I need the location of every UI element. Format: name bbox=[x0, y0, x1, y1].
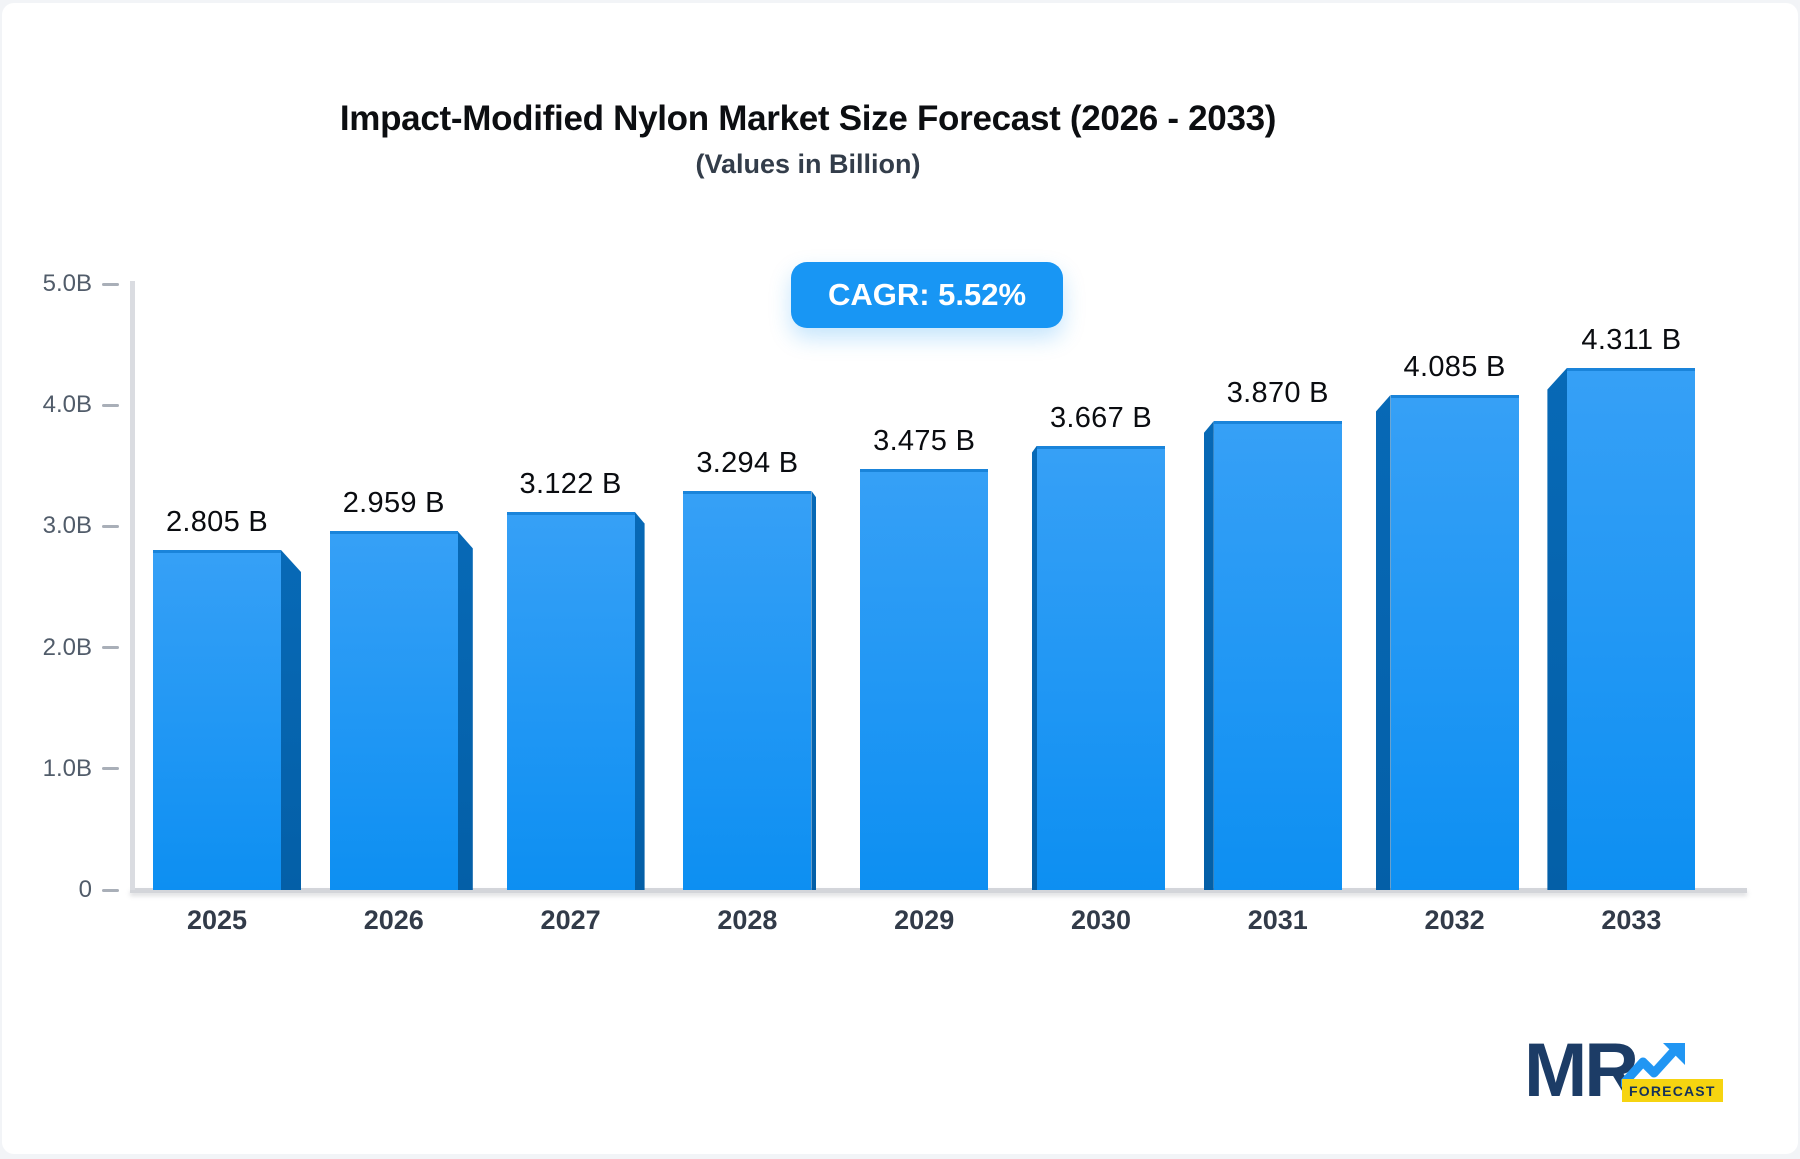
bar-chart-plot-area: 5.0B 4.0B 3.0B 2.0B 1.0B 0 2.805 B 2025 2.959 B 2… bbox=[2, 3, 1800, 1159]
bar-value-label: 2.805 B bbox=[165, 506, 269, 539]
chart-subtitle: (Values in Billion) bbox=[695, 149, 921, 179]
x-tick-label: 2031 bbox=[1247, 905, 1308, 935]
trend-arrow-icon bbox=[1621, 1043, 1685, 1087]
bar-side-face bbox=[1375, 394, 1391, 890]
y-tick-dash bbox=[102, 767, 119, 771]
y-tick-label: 0 bbox=[78, 876, 92, 903]
bar-side-face bbox=[281, 550, 301, 890]
x-tick-label: 2028 bbox=[717, 905, 778, 935]
x-tick-label: 2027 bbox=[540, 905, 601, 935]
bar-side-face bbox=[1203, 420, 1214, 890]
bar-side-face bbox=[1032, 445, 1037, 890]
y-tick-label: 1.0B bbox=[42, 754, 92, 782]
logo-forecast-text: FORECAST bbox=[1622, 1079, 1723, 1102]
cagr-badge: CAGR: 5.52% bbox=[791, 262, 1063, 328]
bar bbox=[683, 490, 812, 890]
bar bbox=[1567, 367, 1696, 890]
bar bbox=[506, 511, 635, 890]
x-axis-baseline bbox=[130, 888, 1747, 893]
x-tick-label: 2029 bbox=[894, 905, 955, 935]
bar-value-label: 3.294 B bbox=[696, 446, 799, 479]
bar-value-label: 3.667 B bbox=[1049, 401, 1153, 434]
y-tick-dash bbox=[102, 403, 119, 407]
bar-value-label: 3.870 B bbox=[1226, 376, 1329, 409]
bar-value-label: 3.475 B bbox=[873, 424, 976, 457]
bar-value-label: 2.959 B bbox=[342, 487, 445, 520]
bar-value-label: 3.122 B bbox=[519, 467, 622, 500]
bar bbox=[1213, 420, 1342, 890]
chart-title: Impact-Modified Nylon Market Size Foreca… bbox=[339, 99, 1277, 138]
y-tick-label: 4.0B bbox=[42, 391, 92, 419]
bar bbox=[153, 550, 281, 890]
x-tick-label: 2033 bbox=[1601, 905, 1662, 935]
y-tick-label: 5.0B bbox=[42, 270, 92, 297]
bar-value-label: 4.311 B bbox=[1581, 323, 1682, 356]
x-tick-label: 2030 bbox=[1070, 905, 1132, 935]
y-tick-dash bbox=[102, 646, 119, 650]
x-tick-label: 2032 bbox=[1424, 905, 1485, 935]
cagr-badge-label: CAGR: 5.52% bbox=[827, 277, 1027, 312]
mr-forecast-logo: MR FORECAST bbox=[1524, 1033, 1723, 1111]
y-tick-dash bbox=[102, 888, 119, 892]
y-tick-dash bbox=[102, 282, 119, 286]
bar-side-face bbox=[457, 531, 473, 890]
bar bbox=[1037, 445, 1165, 890]
bar-value-label: 4.085 B bbox=[1403, 350, 1506, 383]
y-tick-label: 2.0B bbox=[42, 633, 92, 661]
y-tick-label: 3.0B bbox=[42, 512, 92, 540]
chart-card: Impact-Modified Nylon Market Size Foreca… bbox=[2, 3, 1798, 1154]
y-tick-dash bbox=[102, 524, 119, 528]
x-tick-label: 2026 bbox=[363, 905, 424, 935]
bar bbox=[1390, 394, 1519, 890]
y-axis-line bbox=[130, 281, 135, 890]
logo-mr-text: MR bbox=[1524, 1028, 1639, 1113]
x-tick-label: 2025 bbox=[186, 905, 248, 935]
bar bbox=[329, 531, 458, 890]
bar-side-face bbox=[811, 490, 817, 890]
bar bbox=[860, 468, 989, 890]
bar-side-face bbox=[1547, 367, 1568, 890]
bar-side-face bbox=[634, 511, 645, 890]
